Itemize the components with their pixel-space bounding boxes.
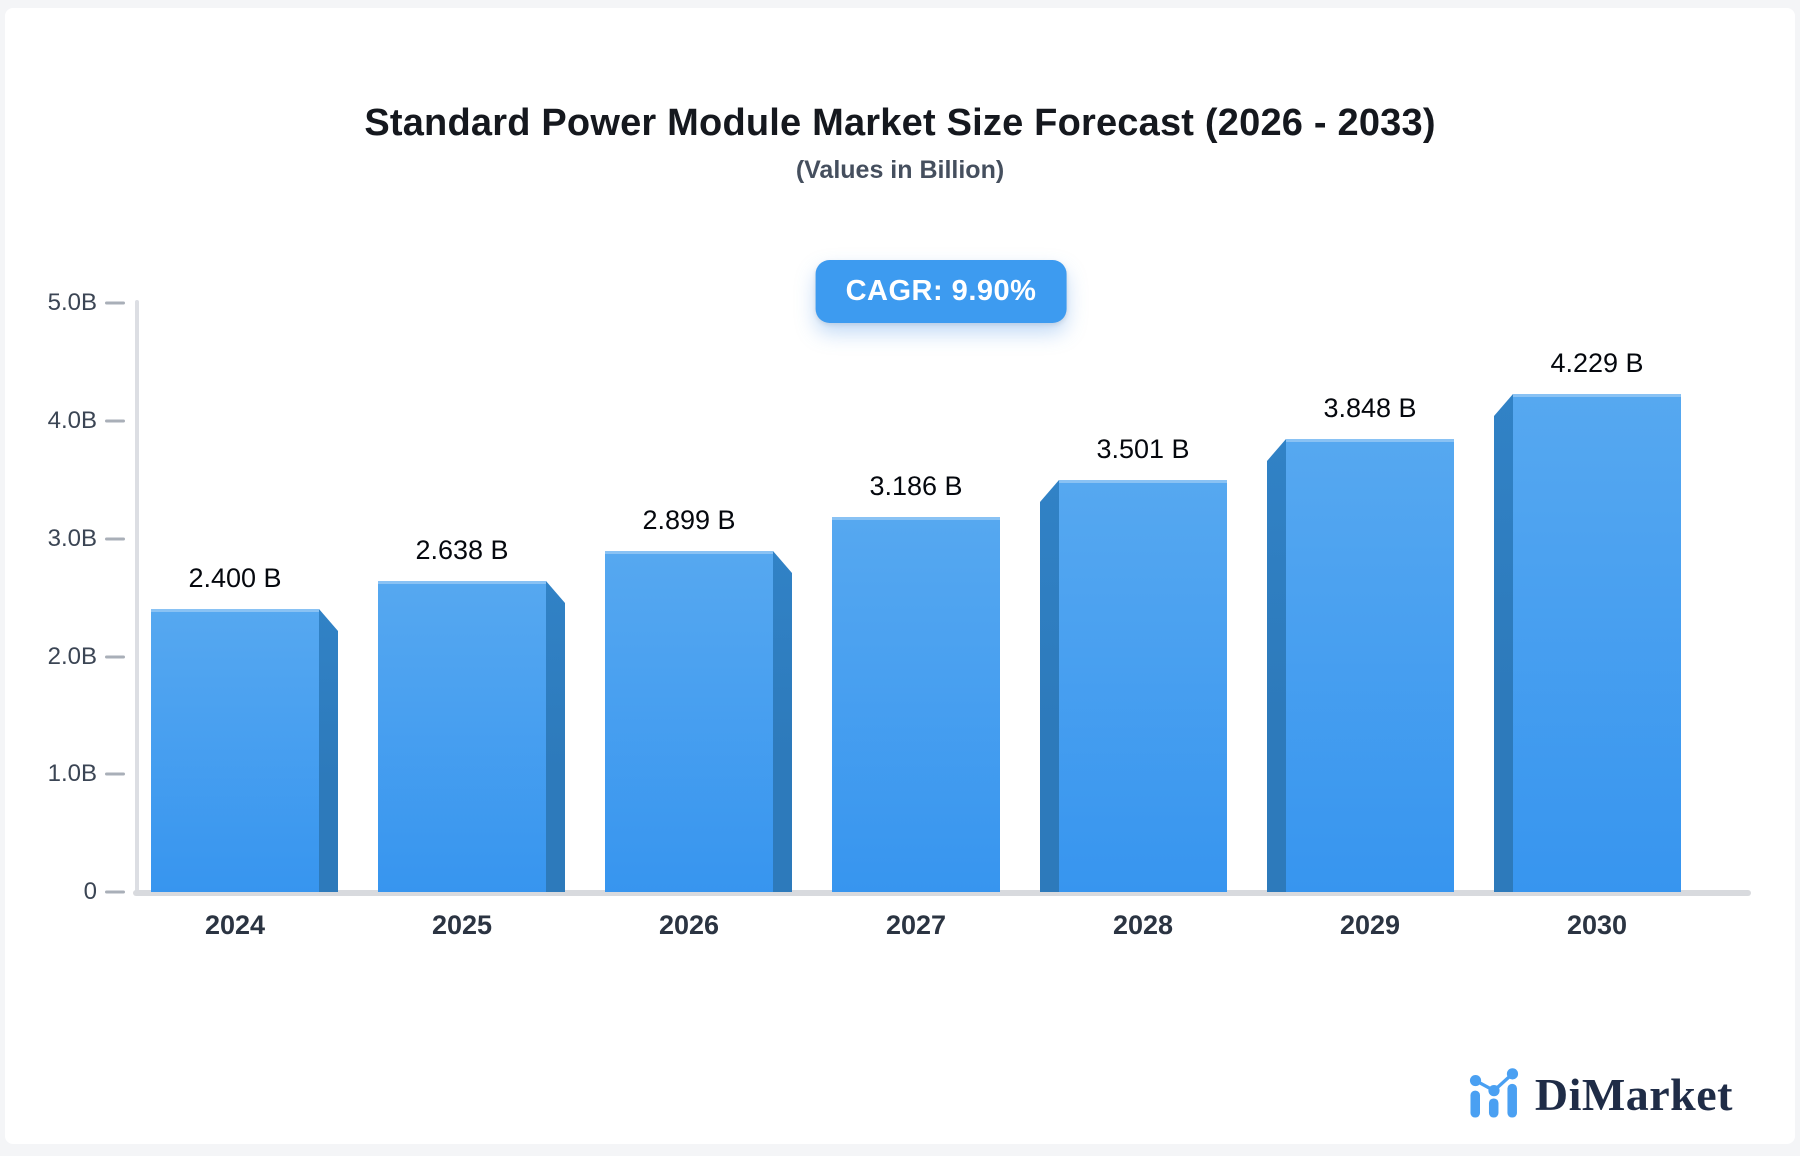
y-tick-mark <box>105 537 125 541</box>
chart-title: Standard Power Module Market Size Foreca… <box>364 102 1436 144</box>
bar-value-label: 3.848 B <box>1323 393 1417 423</box>
y-tick-label: 4.0B <box>47 407 97 434</box>
bar-value-label: 2.400 B <box>188 563 282 593</box>
y-tick-label: 3.0B <box>47 524 97 552</box>
dimarket-logo-text: DiMarket <box>1534 1068 1733 1120</box>
bar-side-3d <box>1494 394 1513 892</box>
chart-subtitle: (Values in Billion) <box>795 156 1005 184</box>
bar-side-3d <box>1040 480 1059 892</box>
bar-2028[interactable] <box>1059 480 1227 892</box>
bar-value-label: 3.501 B <box>1096 434 1190 464</box>
y-tick-mark <box>105 772 125 776</box>
y-tick-mark <box>105 301 125 305</box>
y-tick-label: 2.0B <box>47 642 97 670</box>
bar-value-label: 4.229 B <box>1550 348 1644 378</box>
x-axis-line <box>133 890 1751 896</box>
bar-value-label: 3.186 B <box>869 471 963 501</box>
x-tick-label-2027: 2027 <box>885 910 947 940</box>
chart-card: Standard Power Module Market Size Foreca… <box>5 8 1795 1144</box>
dimarket-logo: DiMarket <box>1466 1066 1733 1122</box>
y-axis-line <box>135 300 139 894</box>
x-tick-label-2025: 2025 <box>431 910 493 940</box>
bar-side-3d <box>319 609 338 892</box>
bar-2026[interactable] <box>605 551 773 892</box>
bar-side-3d <box>1267 439 1286 892</box>
y-tick-mark <box>105 419 125 423</box>
y-tick-mark <box>105 890 125 894</box>
bar-2027[interactable] <box>832 517 1000 892</box>
y-tick-label: 0 <box>83 878 97 905</box>
bar-2030[interactable] <box>1513 394 1681 892</box>
bar-side-3d <box>546 581 565 892</box>
y-tick-mark <box>105 655 125 658</box>
bar-value-label: 2.638 B <box>415 535 509 565</box>
x-tick-label-2024: 2024 <box>204 910 266 940</box>
cagr-badge: CAGR: 9.90% <box>815 260 1067 323</box>
y-tick-label: 1.0B <box>47 760 97 788</box>
bar-2025[interactable] <box>378 581 546 892</box>
bar-side-3d <box>773 551 792 892</box>
bar-value-label: 2.899 B <box>642 505 736 535</box>
x-tick-label-2028: 2028 <box>1112 910 1174 940</box>
bar-2029[interactable] <box>1286 439 1454 892</box>
x-tick-label-2030: 2030 <box>1566 910 1628 940</box>
bar-2024[interactable] <box>151 609 319 892</box>
y-tick-label: 5.0B <box>47 289 97 317</box>
x-tick-label-2026: 2026 <box>658 910 720 940</box>
dimarket-logo-icon <box>1469 1068 1518 1118</box>
x-tick-label-2029: 2029 <box>1339 910 1401 940</box>
plot-area: 5.0B 4.0B 3.0B 2.0B 1.0B 0 2.400 B 2.638 B 2.89… <box>5 8 1795 1144</box>
